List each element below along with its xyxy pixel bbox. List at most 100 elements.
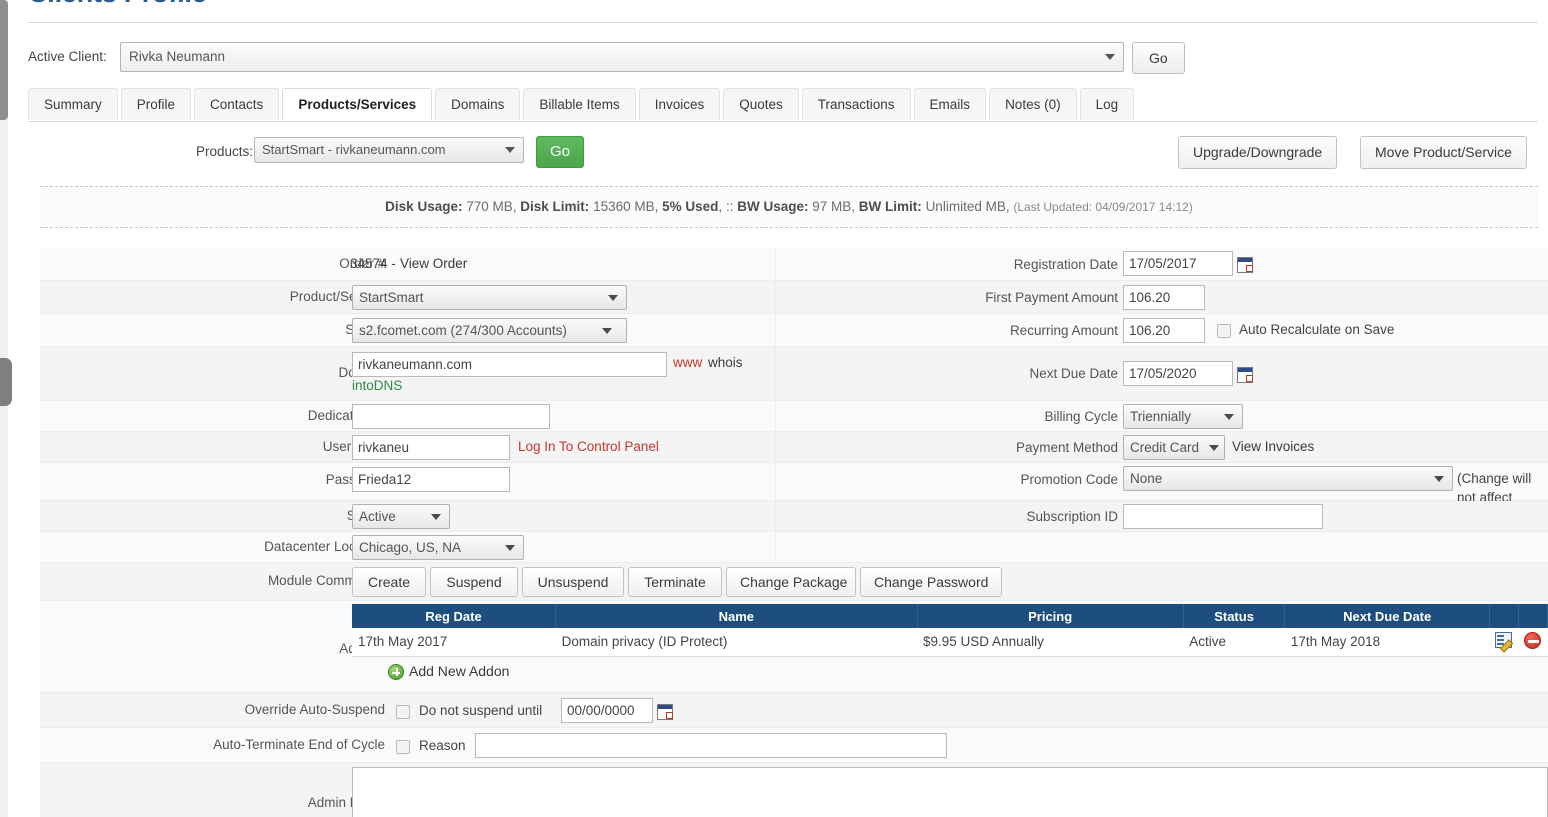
product-service-value: StartSmart: [359, 290, 424, 305]
client-tabs: Summary Profile Contacts Products/Services D…: [28, 88, 1538, 122]
dedicated-ip-input[interactable]: [352, 404, 550, 429]
billing-cycle-select[interactable]: Triennially: [1123, 404, 1243, 429]
reason-input[interactable]: [475, 733, 947, 758]
edit-icon[interactable]: [1495, 632, 1513, 649]
tab-profile[interactable]: Profile: [120, 88, 192, 120]
datacenter-value: Chicago, US, NA: [359, 540, 462, 555]
subscription-id-label: Subscription ID: [1026, 509, 1118, 524]
domain-input[interactable]: [352, 352, 667, 377]
view-order-link[interactable]: View Order: [400, 256, 468, 271]
tab-emails[interactable]: Emails: [913, 88, 987, 120]
status-select[interactable]: Active: [352, 504, 450, 529]
tab-billable-items[interactable]: Billable Items: [523, 88, 636, 120]
form-row-auto-terminate: Auto-Terminate End of Cycle Reason: [40, 728, 1548, 763]
product-service-select[interactable]: StartSmart: [352, 285, 627, 310]
disk-limit-label: Disk Limit:: [520, 199, 590, 214]
module-create-button[interactable]: Create: [352, 567, 426, 597]
override-autosuspend-checkbox[interactable]: [396, 704, 410, 719]
first-payment-input[interactable]: [1123, 285, 1205, 310]
domain-whois-link[interactable]: whois: [708, 355, 743, 370]
addons-col-status: Status: [1183, 604, 1286, 628]
view-invoices-link[interactable]: View Invoices: [1232, 439, 1315, 454]
calendar-icon[interactable]: [1236, 256, 1253, 273]
left-scroll-rail[interactable]: [0, 0, 12, 817]
tab-contacts[interactable]: Contacts: [194, 88, 280, 120]
active-client-bar: Active Client: Rivka Neumann Go: [28, 42, 1538, 74]
tab-log[interactable]: Log: [1079, 88, 1135, 120]
products-select[interactable]: StartSmart - rivkaneumann.com: [254, 137, 524, 163]
addons-cell-status: Active: [1183, 628, 1285, 657]
auto-recalculate-checkbox[interactable]: [1217, 323, 1231, 338]
products-select-value: StartSmart - rivkaneumann.com: [262, 142, 446, 157]
addons-col-actions-6: [1518, 604, 1548, 628]
calendar-icon[interactable]: [1236, 366, 1253, 383]
scroll-thumb[interactable]: [0, 0, 8, 120]
client-go-button[interactable]: Go: [1132, 42, 1185, 74]
promotion-code-select[interactable]: None: [1123, 466, 1453, 491]
subscription-id-input[interactable]: [1123, 504, 1323, 529]
form-row-server: Server s2.fcomet.com (274/300 Accounts) …: [40, 314, 1548, 347]
move-product-service-button[interactable]: Move Product/Service: [1360, 136, 1527, 169]
order-label: Order #: [339, 256, 385, 271]
tab-transactions[interactable]: Transactions: [801, 88, 911, 120]
form-row-password: Password Promotion Code None (Change wil…: [40, 463, 1548, 524]
tab-quotes[interactable]: Quotes: [723, 88, 799, 120]
add-new-addon-link[interactable]: Add New Addon: [388, 663, 509, 681]
payment-method-value: Credit Card: [1130, 440, 1200, 455]
chevron-down-icon: [608, 294, 618, 301]
module-terminate-button[interactable]: Terminate: [628, 567, 722, 597]
next-due-date-label: Next Due Date: [1029, 366, 1118, 381]
upgrade-downgrade-button[interactable]: Upgrade/Downgrade: [1178, 136, 1338, 169]
side-panel-handle[interactable]: [0, 358, 12, 406]
active-client-select[interactable]: Rivka Neumann: [120, 42, 1124, 72]
payment-method-select[interactable]: Credit Card: [1123, 435, 1225, 460]
domain-intodns-link[interactable]: intoDNS: [352, 378, 403, 393]
addons-col-name: Name: [555, 604, 918, 628]
module-unsuspend-button[interactable]: Unsuspend: [522, 567, 624, 597]
datacenter-select[interactable]: Chicago, US, NA: [352, 535, 524, 560]
tab-invoices[interactable]: Invoices: [638, 88, 721, 120]
disk-limit-value: 15360 MB,: [593, 199, 659, 214]
do-not-suspend-until-input[interactable]: [561, 698, 653, 723]
recurring-amount-input[interactable]: [1123, 318, 1205, 343]
domain-www-link[interactable]: www: [673, 355, 703, 370]
chevron-down-icon: [1434, 475, 1444, 482]
delete-icon[interactable]: [1524, 631, 1542, 649]
products-go-button[interactable]: Go: [536, 136, 584, 168]
control-panel-login-link[interactable]: Log In To Control Panel: [518, 439, 659, 454]
admin-notes-textarea[interactable]: [352, 767, 1548, 817]
form-row-order: Order # 34574 - View Order Registration …: [40, 248, 1548, 281]
heading-divider: [28, 22, 1538, 23]
status-value: Active: [359, 509, 396, 524]
auto-terminate-checkbox[interactable]: [396, 739, 410, 754]
server-select[interactable]: s2.fcomet.com (274/300 Accounts): [352, 318, 627, 343]
password-input[interactable]: [352, 467, 510, 492]
tab-notes-0[interactable]: Notes (0): [989, 88, 1077, 120]
form-row-admin-notes: Admin Notes: [40, 763, 1548, 817]
form-row-status: Status Active Subscription ID: [40, 501, 1548, 532]
product-details-panel: Order # 34574 - View Order Registration …: [40, 248, 1548, 817]
bw-usage-label: BW Usage:: [737, 199, 809, 214]
addons-table: Reg Date Name Pricing Status Next Due Date 1…: [352, 604, 1548, 657]
registration-date-input[interactable]: [1123, 251, 1233, 276]
tab-domains[interactable]: Domains: [435, 88, 521, 120]
form-row-username: Username Log In To Control Panel Payment…: [40, 432, 1548, 463]
addons-col-next-due-date: Next Due Date: [1284, 604, 1490, 628]
next-due-date-input[interactable]: [1123, 361, 1233, 386]
plus-circle-icon: [388, 664, 404, 681]
tab-products-services[interactable]: Products/Services: [282, 88, 433, 120]
bw-usage-value: 97 MB,: [812, 199, 856, 214]
order-number: 34574 -: [350, 256, 396, 271]
calendar-icon[interactable]: [656, 703, 673, 720]
chevron-down-icon: [505, 147, 515, 153]
chevron-down-icon: [1105, 54, 1115, 60]
table-row: 17th May 2017 Domain privacy (ID Protect)…: [352, 628, 1548, 657]
module-suspend-button[interactable]: Suspend: [430, 567, 518, 597]
module-change-package-button[interactable]: Change Package: [726, 567, 856, 597]
tab-summary[interactable]: Summary: [28, 88, 118, 120]
chevron-down-icon: [505, 544, 515, 551]
module-change-password-button[interactable]: Change Password: [860, 567, 1002, 597]
addons-cell-pricing: $9.95 USD Annually: [917, 628, 1184, 657]
username-input[interactable]: [352, 435, 510, 460]
